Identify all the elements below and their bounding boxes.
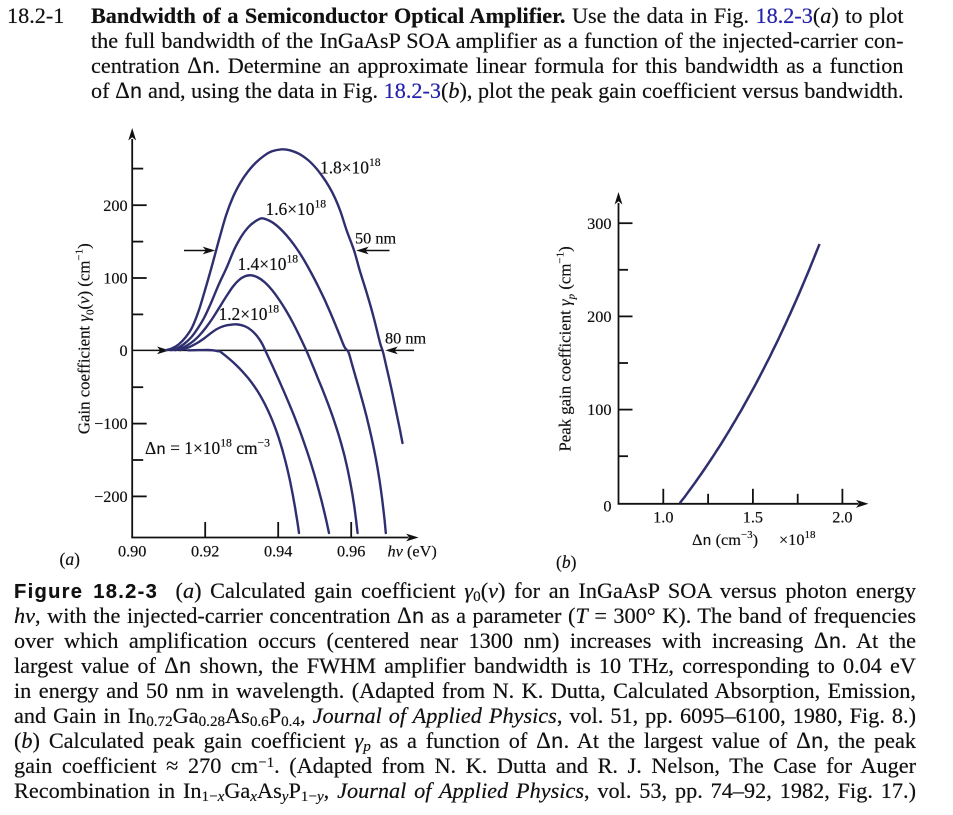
svg-text:Peak gain coefficient γp (cm−1: Peak gain coefficient γp (cm−1) bbox=[555, 246, 578, 451]
svg-text:1.0: 1.0 bbox=[653, 508, 673, 527]
svg-text:1.5: 1.5 bbox=[743, 508, 763, 527]
svg-text:Δn = 1×1018 cm−3: Δn = 1×1018 cm−3 bbox=[145, 437, 270, 459]
svg-text:1.2×1018: 1.2×1018 bbox=[219, 303, 280, 324]
svg-text:0.94: 0.94 bbox=[264, 541, 293, 560]
svg-text:2.0: 2.0 bbox=[832, 508, 852, 527]
svg-text:−100: −100 bbox=[94, 414, 128, 433]
svg-text:80 nm: 80 nm bbox=[385, 328, 426, 347]
svg-text:0: 0 bbox=[603, 496, 611, 515]
svg-text:0.90: 0.90 bbox=[118, 541, 147, 560]
svg-text:1.6×1018: 1.6×1018 bbox=[266, 198, 327, 219]
svg-text:hν (eV): hν (eV) bbox=[388, 541, 437, 560]
svg-text:1.8×1018: 1.8×1018 bbox=[320, 156, 381, 177]
svg-text:300: 300 bbox=[587, 214, 611, 233]
svg-text:Gain coefficient γ0(ν) (cm−1): Gain coefficient γ0(ν) (cm−1) bbox=[74, 243, 97, 434]
svg-text:Δn (cm−3): Δn (cm−3) bbox=[692, 529, 758, 550]
svg-text:50 nm: 50 nm bbox=[355, 229, 396, 248]
svg-text:×1018: ×1018 bbox=[779, 529, 816, 549]
svg-text:(b): (b) bbox=[556, 552, 577, 572]
svg-text:1.4×1018: 1.4×1018 bbox=[238, 253, 299, 274]
svg-text:(a): (a) bbox=[60, 549, 81, 569]
svg-text:100: 100 bbox=[587, 400, 611, 419]
svg-text:200: 200 bbox=[103, 196, 127, 215]
svg-text:−200: −200 bbox=[94, 487, 128, 506]
svg-text:100: 100 bbox=[103, 269, 127, 288]
svg-text:0.96: 0.96 bbox=[337, 541, 366, 560]
svg-text:0.92: 0.92 bbox=[191, 541, 220, 560]
svg-text:200: 200 bbox=[587, 307, 611, 326]
svg-text:0: 0 bbox=[120, 341, 128, 360]
